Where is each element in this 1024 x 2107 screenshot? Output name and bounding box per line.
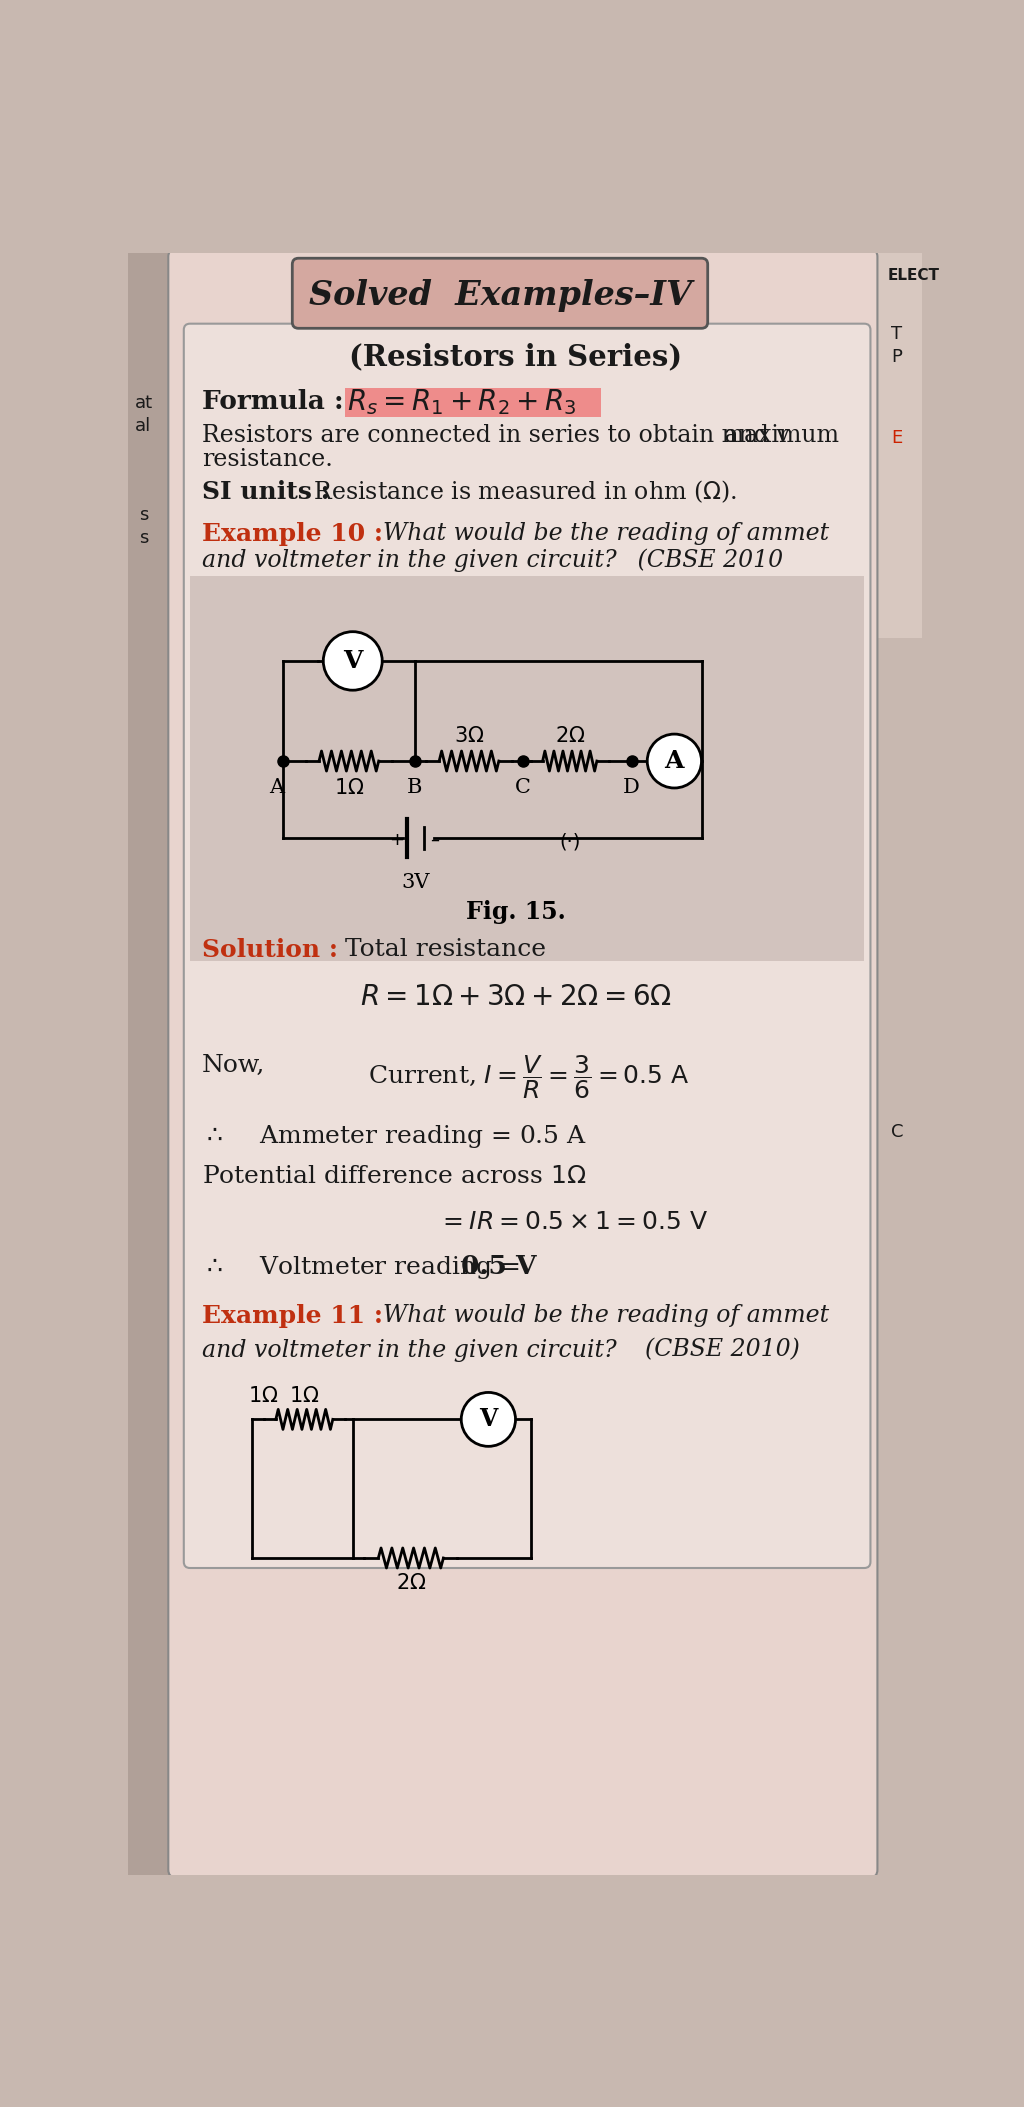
Circle shape xyxy=(461,1393,515,1445)
Text: (CBSE 2010): (CBSE 2010) xyxy=(569,1338,800,1361)
Text: Current, $I = \dfrac{V}{R} = \dfrac{3}{6} = 0.5\ \mathrm{A}$: Current, $I = \dfrac{V}{R} = \dfrac{3}{6… xyxy=(369,1054,690,1102)
Text: $\therefore$    Voltmeter reading =: $\therefore$ Voltmeter reading = xyxy=(202,1254,522,1281)
Text: $= IR = 0.5 \times 1 = 0.5\ \mathrm{V}$: $= IR = 0.5 \times 1 = 0.5\ \mathrm{V}$ xyxy=(438,1212,708,1235)
Text: ELECT: ELECT xyxy=(888,268,939,284)
Text: Resistors are connected in series to obtain maximum: Resistors are connected in series to obt… xyxy=(202,424,839,447)
Text: –: – xyxy=(430,830,439,849)
Text: (CBSE 2010: (CBSE 2010 xyxy=(569,550,783,573)
Text: E: E xyxy=(891,428,902,447)
Text: Resistance is measured in ohm ($\Omega$).: Resistance is measured in ohm ($\Omega$)… xyxy=(306,478,737,506)
Text: What would be the reading of ammet: What would be the reading of ammet xyxy=(369,523,829,546)
Text: s: s xyxy=(139,529,148,546)
Text: Fig. 15.: Fig. 15. xyxy=(466,900,565,923)
Text: Formula :: Formula : xyxy=(202,390,352,413)
Text: (·): (·) xyxy=(559,832,581,851)
Text: C: C xyxy=(891,1123,904,1140)
Text: P: P xyxy=(891,348,902,367)
Text: resistance.: resistance. xyxy=(202,447,333,470)
Text: $2\Omega$: $2\Omega$ xyxy=(395,1574,426,1593)
Text: 3V: 3V xyxy=(401,872,430,891)
FancyBboxPatch shape xyxy=(292,259,708,329)
Text: Example 11 :: Example 11 : xyxy=(202,1304,383,1327)
Text: +: + xyxy=(389,830,403,849)
Text: Example 10 :: Example 10 : xyxy=(202,523,383,546)
Text: al: al xyxy=(135,417,152,434)
Text: V: V xyxy=(343,649,362,672)
FancyBboxPatch shape xyxy=(345,388,601,417)
FancyBboxPatch shape xyxy=(190,575,864,961)
Text: C: C xyxy=(515,777,531,796)
Text: $R = 1\Omega + 3\Omega + 2\Omega = 6\Omega$: $R = 1\Omega + 3\Omega + 2\Omega = 6\Ome… xyxy=(359,984,672,1011)
Text: What would be the reading of ammet: What would be the reading of ammet xyxy=(369,1304,829,1327)
Text: D: D xyxy=(624,777,640,796)
Text: and voltmeter in the given circuit?: and voltmeter in the given circuit? xyxy=(202,550,616,573)
Text: and v: and v xyxy=(717,424,790,447)
Text: $R_s = R_1 + R_2 + R_3$: $R_s = R_1 + R_2 + R_3$ xyxy=(347,388,577,417)
Text: 0.5 V: 0.5 V xyxy=(461,1254,537,1279)
Text: T: T xyxy=(891,324,902,343)
Text: at: at xyxy=(134,394,153,413)
Text: $1\Omega$: $1\Omega$ xyxy=(334,777,365,799)
Text: Total resistance: Total resistance xyxy=(337,938,546,961)
Text: B: B xyxy=(408,777,423,796)
Text: SI units :: SI units : xyxy=(202,480,330,504)
Text: $3\Omega$: $3\Omega$ xyxy=(454,725,484,746)
Text: Solution :: Solution : xyxy=(202,938,338,963)
Text: and voltmeter in the given circuit?: and voltmeter in the given circuit? xyxy=(202,1338,616,1361)
Text: Solved  Examples–IV: Solved Examples–IV xyxy=(308,278,691,312)
FancyBboxPatch shape xyxy=(183,324,870,1568)
Circle shape xyxy=(324,632,382,691)
Text: A: A xyxy=(269,777,285,796)
Text: V: V xyxy=(479,1407,498,1431)
Text: $\therefore$    Ammeter reading = 0.5 A: $\therefore$ Ammeter reading = 0.5 A xyxy=(202,1123,587,1150)
Text: A: A xyxy=(665,750,684,773)
Text: $1\Omega$: $1\Omega$ xyxy=(249,1386,279,1405)
FancyBboxPatch shape xyxy=(168,249,878,1877)
Text: Now,: Now, xyxy=(202,1054,265,1077)
FancyBboxPatch shape xyxy=(872,253,922,638)
Text: $1\Omega$: $1\Omega$ xyxy=(289,1386,319,1405)
Text: (Resistors in Series): (Resistors in Series) xyxy=(349,341,682,371)
Circle shape xyxy=(647,733,701,788)
Text: $2\Omega$: $2\Omega$ xyxy=(555,725,585,746)
Text: s: s xyxy=(139,506,148,525)
FancyBboxPatch shape xyxy=(128,253,174,1875)
Text: Potential difference across $1\Omega$: Potential difference across $1\Omega$ xyxy=(202,1165,586,1188)
